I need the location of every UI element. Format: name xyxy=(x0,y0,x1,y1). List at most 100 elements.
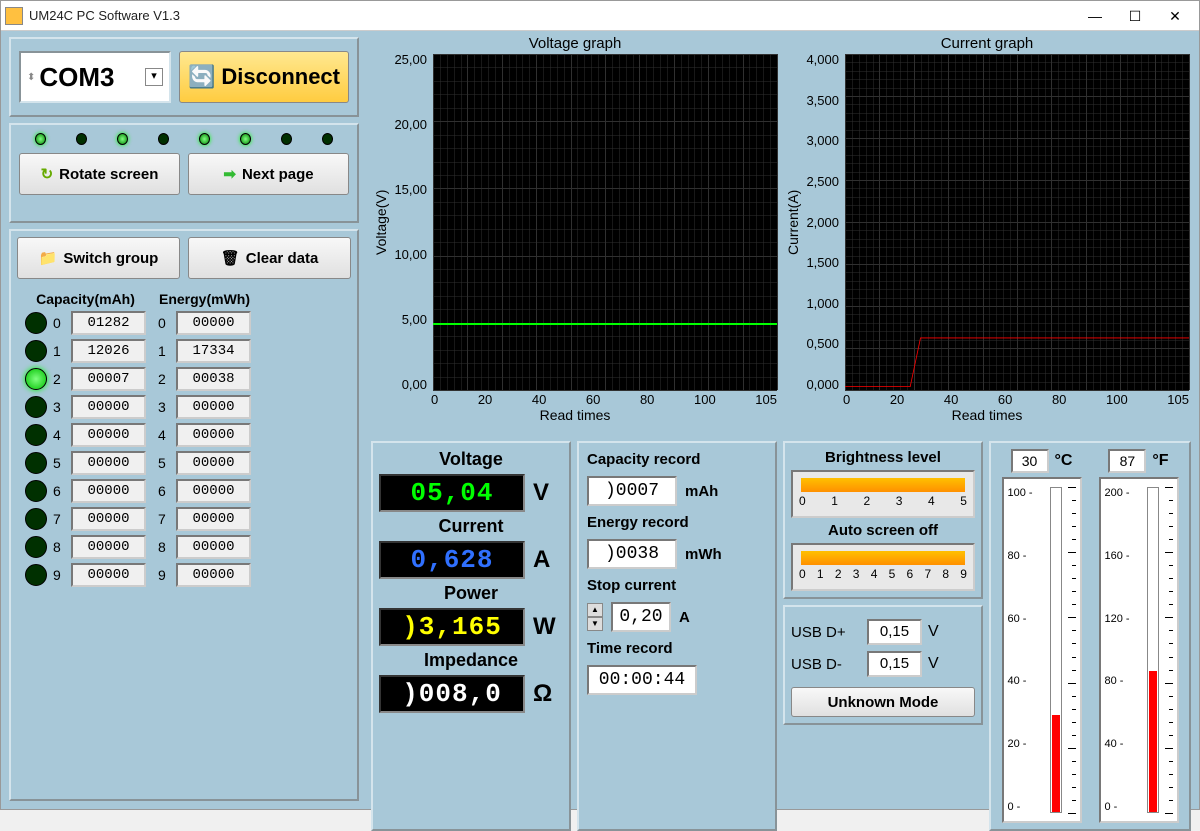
page-led-2 xyxy=(117,133,128,145)
next-page-button[interactable]: ➡ Next page xyxy=(188,153,349,195)
register-led-6[interactable] xyxy=(25,480,47,502)
energy-row-7: 7 00000 xyxy=(158,507,251,531)
capacity-row-4: 4 00000 xyxy=(25,423,146,447)
capacity-value-5: 00000 xyxy=(71,451,146,475)
page-led-5 xyxy=(240,133,251,145)
current-xticks: 020406080100105 xyxy=(841,392,1191,407)
titlebar: UM24C PC Software V1.3 — ☐ ✕ xyxy=(1,1,1199,31)
maximize-button[interactable]: ☐ xyxy=(1115,5,1155,27)
capacity-row-8: 8 00000 xyxy=(25,535,146,559)
time-record-label: Time record xyxy=(587,640,767,657)
register-led-7[interactable] xyxy=(25,508,47,530)
capacity-row-6: 6 00000 xyxy=(25,479,146,503)
stop-current-spinner[interactable]: ▲ ▼ xyxy=(587,603,603,631)
voltage-trace xyxy=(433,323,777,325)
spinner-up-icon[interactable]: ▲ xyxy=(587,603,603,617)
register-led-2[interactable] xyxy=(25,368,47,390)
page-leds xyxy=(15,129,353,149)
capacity-row-2: 2 00007 xyxy=(25,367,146,391)
usb-dminus-label: USB D- xyxy=(791,656,861,673)
register-index: 5 xyxy=(158,455,170,471)
register-led-0[interactable] xyxy=(25,312,47,334)
current-display: 0,628 xyxy=(379,541,525,579)
register-index: 5 xyxy=(53,455,65,471)
energy-column: Energy(mWh) 0 000001 173342 000383 00000… xyxy=(158,291,251,591)
screenoff-slider[interactable]: 0123456789 xyxy=(791,543,975,591)
power-unit: W xyxy=(533,613,563,641)
energy-row-5: 5 00000 xyxy=(158,451,251,475)
energy-row-8: 8 00000 xyxy=(158,535,251,559)
capacity-row-3: 3 00000 xyxy=(25,395,146,419)
temp-fahrenheit: 87 °F 200 -160 -120 -80 -40 -0 - xyxy=(1094,449,1183,823)
capacity-record-value: )0007 xyxy=(587,476,677,506)
energy-header: Energy(mWh) xyxy=(158,291,251,307)
switch-group-button[interactable]: 📁 Switch group xyxy=(17,237,180,279)
register-led-5[interactable] xyxy=(25,452,47,474)
stop-current-label: Stop current xyxy=(587,577,767,594)
usb-panel: USB D+ 0,15 V USB D- 0,15 V Unknown Mode xyxy=(783,605,983,725)
page-led-0 xyxy=(35,133,46,145)
usb-dplus-label: USB D+ xyxy=(791,624,861,641)
energy-value-2: 00038 xyxy=(176,367,251,391)
register-index: 4 xyxy=(158,427,170,443)
rotate-screen-button[interactable]: ↻ Rotate screen xyxy=(19,153,180,195)
voltage-xticks: 020406080100105 xyxy=(429,392,779,407)
register-index: 2 xyxy=(53,371,65,387)
sliders-panel: Brightness level 012345 Auto screen off … xyxy=(783,441,983,599)
minimize-button[interactable]: — xyxy=(1075,5,1115,27)
registers-grid: Capacity(mAh) 0 01282 1 12026 2 00007 3 … xyxy=(17,287,351,595)
time-record-value: 00:00:44 xyxy=(587,665,697,695)
energy-row-4: 4 00000 xyxy=(158,423,251,447)
energy-row-9: 9 00000 xyxy=(158,563,251,587)
spinner-down-icon[interactable]: ▼ xyxy=(587,617,603,631)
temp-c-value: 30 xyxy=(1011,449,1049,473)
register-led-3[interactable] xyxy=(25,396,47,418)
register-led-1[interactable] xyxy=(25,340,47,362)
temp-f-unit: °F xyxy=(1152,452,1168,470)
energy-value-5: 00000 xyxy=(176,451,251,475)
register-index: 6 xyxy=(158,483,170,499)
usb-dplus-value: 0,15 xyxy=(867,619,922,645)
current-chart: Current graph Current(A) 4,0003,5003,000… xyxy=(783,35,1191,435)
register-index: 4 xyxy=(53,427,65,443)
capacity-row-0: 0 01282 xyxy=(25,311,146,335)
register-led-4[interactable] xyxy=(25,424,47,446)
register-led-9[interactable] xyxy=(25,564,47,586)
capacity-row-9: 9 00000 xyxy=(25,563,146,587)
clear-label: Clear data xyxy=(246,250,319,267)
current-xlabel: Read times xyxy=(952,407,1023,423)
energy-value-7: 00000 xyxy=(176,507,251,531)
voltage-display: 05,04 xyxy=(379,474,525,512)
close-button[interactable]: ✕ xyxy=(1155,5,1195,27)
app-window: UM24C PC Software V1.3 — ☐ ✕ ⬍ COM3 ▾ 🔄 … xyxy=(0,0,1200,810)
capacity-record-unit: mAh xyxy=(685,483,718,500)
switch-label: Switch group xyxy=(63,250,158,267)
voltage-ylabel: Voltage(V) xyxy=(371,52,391,392)
slider-usb-column: Brightness level 012345 Auto screen off … xyxy=(783,441,983,831)
brightness-slider[interactable]: 012345 xyxy=(791,470,975,518)
usb-dplus-unit: V xyxy=(928,623,939,641)
chevron-down-icon[interactable]: ▾ xyxy=(145,68,163,86)
energy-record-label: Energy record xyxy=(587,514,767,531)
folder-icon: 📁 xyxy=(39,249,58,267)
mode-button[interactable]: Unknown Mode xyxy=(791,687,975,717)
clear-data-button[interactable]: 🗑 Clear data xyxy=(188,237,351,279)
page-led-1 xyxy=(76,133,87,145)
energy-row-3: 3 00000 xyxy=(158,395,251,419)
measurements-panel: Voltage 05,04 V Current 0,628 A Power )3… xyxy=(371,441,571,831)
current-ylabel: Current(A) xyxy=(783,52,803,392)
power-label: Power xyxy=(379,583,563,604)
register-index: 6 xyxy=(53,483,65,499)
stop-current-value[interactable]: 0,20 xyxy=(611,602,671,632)
impedance-unit: Ω xyxy=(533,680,563,708)
temperature-panel: 30 °C 100 -80 -60 -40 -20 -0 - 87 °F xyxy=(989,441,1191,831)
window-title: UM24C PC Software V1.3 xyxy=(29,8,1075,23)
page-led-6 xyxy=(281,133,292,145)
brightness-ticks: 012345 xyxy=(797,494,969,508)
energy-value-9: 00000 xyxy=(176,563,251,587)
com-port-select[interactable]: ⬍ COM3 ▾ xyxy=(19,51,171,103)
impedance-label: Impedance xyxy=(379,650,563,671)
register-led-8[interactable] xyxy=(25,536,47,558)
disconnect-button[interactable]: 🔄 Disconnect xyxy=(179,51,349,103)
trash-icon: 🗑 xyxy=(221,249,240,267)
